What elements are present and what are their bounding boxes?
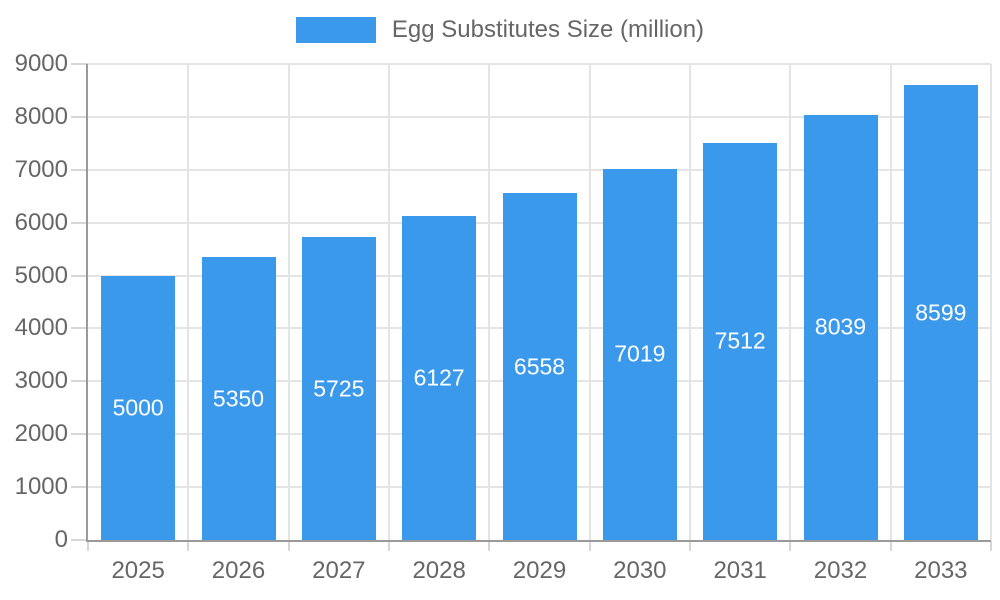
x-axis-tick	[488, 541, 491, 551]
gridline-vertical	[287, 64, 290, 540]
y-axis-tick	[71, 539, 88, 541]
y-axis-tick	[71, 274, 88, 277]
gridline-vertical	[488, 64, 491, 540]
y-axis-tick	[71, 380, 88, 383]
y-axis-tick-label: 1000	[14, 473, 68, 501]
y-axis-tick	[71, 115, 88, 118]
gridline-horizontal	[88, 115, 991, 118]
y-axis-tick	[71, 221, 88, 224]
gridline-vertical	[388, 64, 390, 540]
y-axis-tick-label: 0	[54, 526, 68, 553]
y-axis-tick	[71, 433, 88, 436]
x-axis-tick-label: 2032	[813, 557, 868, 584]
gridline-vertical	[187, 64, 190, 540]
bar[interactable]: 7512	[703, 142, 778, 540]
bar-value-label: 5000	[112, 394, 164, 421]
y-axis-tick-label: 7000	[14, 155, 68, 183]
y-axis-tick-label: 5000	[14, 261, 68, 289]
bar[interactable]: 6127	[402, 215, 477, 540]
y-axis-tick	[71, 486, 88, 489]
gridline-horizontal	[88, 63, 991, 65]
x-axis-tick-label: 2030	[613, 557, 667, 584]
bar-value-label: 8599	[915, 299, 967, 326]
bar[interactable]: 8039	[803, 114, 878, 540]
legend-label: Egg Substitutes Size (million)	[391, 16, 705, 43]
x-axis-tick-label: 2025	[111, 557, 165, 584]
x-axis-line	[86, 540, 991, 542]
x-axis-tick	[990, 541, 992, 551]
x-axis-tick	[588, 541, 591, 551]
x-axis-tick	[789, 541, 792, 551]
y-axis-tick	[71, 327, 88, 330]
bar-value-label: 6558	[513, 353, 566, 380]
bar[interactable]: 7019	[602, 168, 677, 540]
x-axis-tick-label: 2033	[914, 557, 968, 584]
bar-value-label: 8039	[814, 313, 867, 340]
x-axis-tick-label: 2028	[412, 557, 466, 584]
bar-value-label: 7019	[614, 340, 666, 367]
gridline-vertical	[789, 64, 792, 540]
y-axis-tick-label: 4000	[14, 314, 68, 342]
y-axis-tick-label: 3000	[14, 367, 68, 395]
y-axis-tick	[71, 63, 88, 65]
x-axis-tick	[87, 541, 89, 551]
gridline-vertical	[588, 64, 591, 540]
bar-value-label: 7512	[714, 327, 766, 354]
y-axis-tick-label: 6000	[14, 208, 68, 236]
x-axis-tick	[388, 541, 390, 551]
x-axis-tick	[287, 541, 290, 551]
x-axis-tick	[889, 541, 892, 551]
bar[interactable]: 6558	[502, 193, 577, 540]
bar[interactable]: 5000	[101, 275, 176, 540]
gridline-vertical	[689, 64, 691, 540]
gridline-vertical	[990, 64, 992, 540]
y-axis-tick-label: 8000	[14, 102, 68, 130]
x-axis-tick-label: 2029	[512, 557, 567, 584]
x-axis-tick-label: 2026	[211, 557, 266, 584]
y-axis-tick-label: 2000	[14, 420, 68, 448]
bar-value-label: 5725	[313, 375, 365, 402]
gridline-vertical	[889, 64, 892, 540]
x-axis-tick	[187, 541, 190, 551]
bar-value-label: 6127	[413, 364, 465, 391]
legend[interactable]: Egg Substitutes Size (million)	[0, 12, 1000, 48]
legend-swatch-icon	[295, 17, 376, 43]
y-axis-line	[86, 64, 88, 542]
bar[interactable]: 5725	[301, 237, 376, 540]
x-axis-tick	[689, 541, 691, 551]
bar[interactable]: 8599	[903, 85, 978, 540]
gridline-horizontal	[88, 168, 991, 171]
y-axis-tick	[71, 168, 88, 171]
bar[interactable]: 5350	[201, 257, 276, 540]
y-axis-tick-label: 9000	[14, 50, 68, 77]
bar-value-label: 5350	[212, 385, 265, 411]
x-axis-tick-label: 2027	[312, 557, 366, 584]
x-axis-tick-label: 2031	[713, 557, 767, 584]
